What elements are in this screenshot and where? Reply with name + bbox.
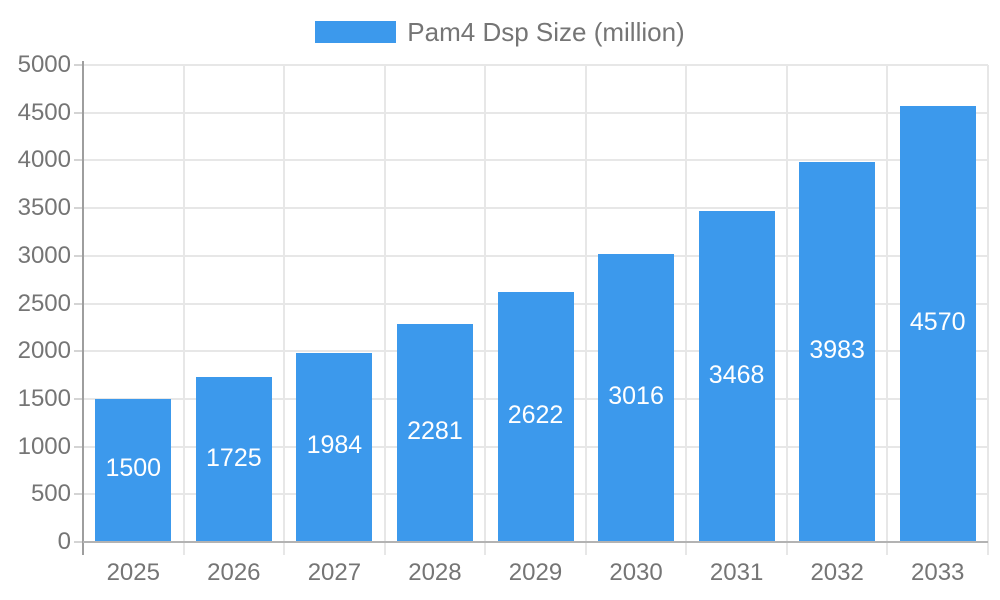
y-axis-line <box>82 61 84 555</box>
y-tick <box>74 541 83 543</box>
bar-value-label: 3983 <box>809 336 865 364</box>
x-tick-label: 2031 <box>709 559 764 586</box>
x-gridline <box>685 65 688 555</box>
bar-value-label: 2622 <box>507 400 564 429</box>
legend-label: Pam4 Dsp Size (million) <box>407 17 685 47</box>
y-tick-label: 5000 <box>17 51 71 78</box>
y-tick-label: 4500 <box>17 98 71 126</box>
x-gridline <box>886 65 889 555</box>
x-tick-label: 2026 <box>207 559 261 586</box>
y-tick-label: 2500 <box>17 289 71 317</box>
y-gridline <box>83 207 988 210</box>
y-gridline <box>83 111 988 114</box>
y-gridline <box>83 64 988 66</box>
x-gridline <box>383 65 386 555</box>
x-tick-label: 2033 <box>911 559 965 586</box>
y-tick-label: 4000 <box>17 146 71 174</box>
legend-swatch <box>315 21 397 43</box>
bar-value-label: 1500 <box>105 454 162 483</box>
y-tick-label: 500 <box>30 480 71 508</box>
y-gridline <box>83 159 988 162</box>
y-tick-label: 3000 <box>17 241 71 269</box>
y-tick <box>74 397 83 400</box>
x-axis-line <box>83 541 988 543</box>
bar-value-label: 1984 <box>306 431 363 460</box>
x-gridline <box>584 65 587 555</box>
bar <box>497 291 574 542</box>
y-tick <box>74 207 83 210</box>
bar <box>396 324 473 542</box>
y-gridline <box>83 254 988 257</box>
bar <box>899 106 976 542</box>
bar <box>698 211 775 542</box>
y-tick-label: 3500 <box>17 194 71 222</box>
bar <box>95 398 172 542</box>
y-tick <box>74 64 83 66</box>
bar-value-label: 3468 <box>708 360 765 389</box>
bar <box>195 377 272 542</box>
y-tick <box>74 159 83 162</box>
bar-value-label: 3016 <box>608 382 664 411</box>
x-gridline <box>987 65 989 555</box>
x-tick-label: 2030 <box>609 559 663 586</box>
y-tick-label: 0 <box>57 528 71 555</box>
bar-value-label: 2281 <box>407 417 463 446</box>
x-gridline <box>182 65 185 555</box>
x-tick-label: 2029 <box>508 559 563 586</box>
bar <box>296 352 373 542</box>
y-tick-label: 2000 <box>17 337 71 365</box>
x-tick-label: 2025 <box>106 559 160 586</box>
x-gridline <box>785 65 788 555</box>
y-tick-label: 1500 <box>17 384 71 412</box>
bar-value-label: 4570 <box>909 308 966 336</box>
y-tick-label: 1000 <box>17 432 71 460</box>
y-tick <box>74 254 83 257</box>
bar <box>598 254 675 542</box>
y-tick <box>74 350 83 353</box>
x-gridline <box>283 65 286 555</box>
x-tick-label: 2028 <box>408 559 462 586</box>
y-tick <box>74 445 83 448</box>
y-tick <box>74 111 83 114</box>
y-tick <box>74 302 83 305</box>
x-tick-label: 2027 <box>307 559 362 586</box>
x-gridline <box>484 65 487 555</box>
y-tick <box>74 493 83 496</box>
x-tick-label: 2032 <box>810 559 864 586</box>
chart-legend: Pam4 Dsp Size (million) <box>0 18 1000 46</box>
bar <box>799 162 876 542</box>
bar-value-label: 1725 <box>206 443 262 472</box>
